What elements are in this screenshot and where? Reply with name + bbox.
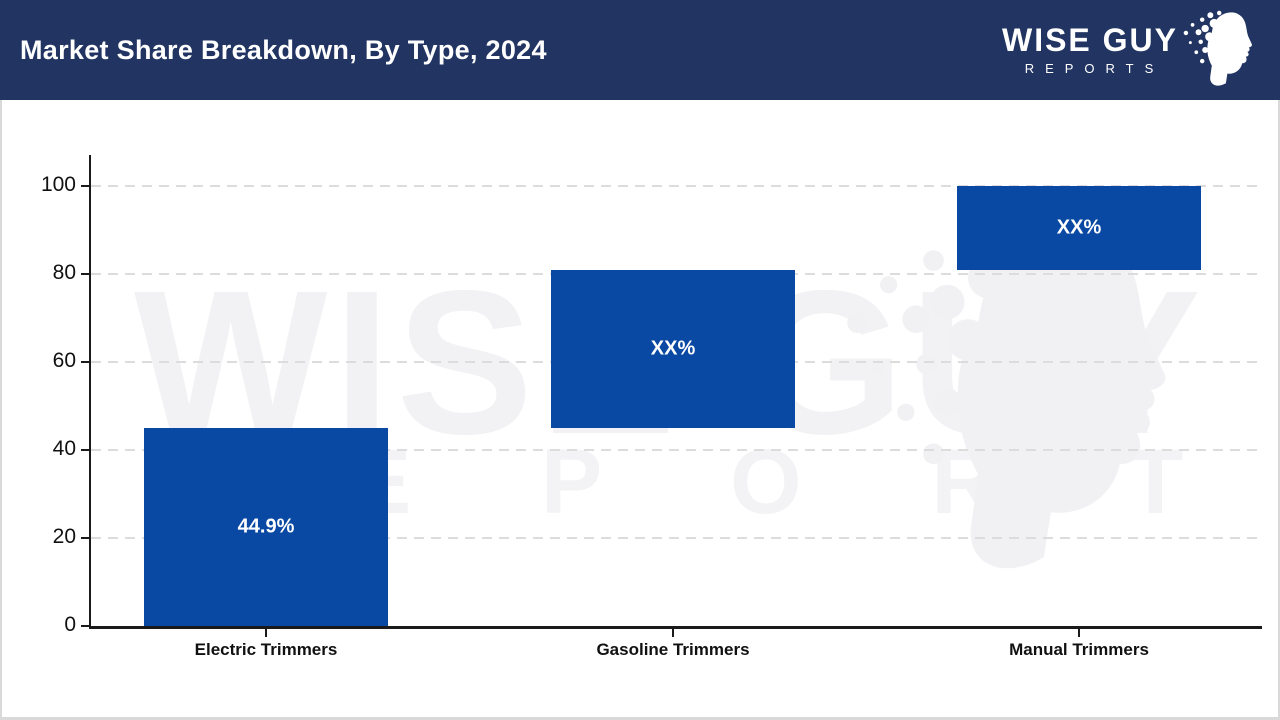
bar-segment	[957, 186, 1201, 271]
brand-subtitle: REPORTS	[1024, 61, 1165, 76]
bar-segment	[551, 270, 795, 429]
brand-logo: WISE GUY REPORTS	[1002, 9, 1254, 91]
bar-value-label: XX%	[650, 337, 696, 360]
y-tick-label-80: 80	[52, 261, 76, 285]
y-axis-line	[89, 155, 91, 629]
y-tick-20	[81, 537, 89, 539]
y-tick-label-0: 0	[64, 613, 76, 637]
header-bar: Market Share Breakdown, By Type, 2024 WI…	[0, 0, 1280, 100]
y-tick-100	[81, 185, 89, 187]
y-tick-80	[81, 273, 89, 275]
bar-value-label: 44.9%	[237, 515, 295, 538]
y-tick-0	[81, 625, 89, 627]
gridline-100	[91, 185, 1260, 187]
category-label: Electric Trimmers	[194, 640, 338, 659]
y-tick-label-40: 40	[52, 437, 76, 461]
bar-segment	[144, 428, 388, 626]
brand-name: WISE GUY	[1001, 22, 1178, 58]
x-tick-2	[1078, 629, 1080, 637]
category-label: Gasoline Trimmers	[596, 640, 750, 659]
bar-value-label: XX%	[1056, 216, 1102, 239]
y-tick-label-20: 20	[52, 525, 76, 549]
chart-area: WISE GUY R E P O R T S 02040608010044.9%…	[0, 100, 1280, 720]
y-tick-60	[81, 361, 89, 363]
y-tick-label-60: 60	[52, 349, 76, 373]
x-tick-0	[265, 629, 267, 637]
gridline-40	[91, 449, 1260, 451]
y-tick-label-100: 100	[40, 173, 76, 197]
gridline-20	[91, 537, 1260, 539]
y-tick-40	[81, 449, 89, 451]
x-tick-1	[672, 629, 674, 637]
category-label: Manual Trimmers	[1009, 640, 1149, 659]
x-axis-line	[89, 626, 1262, 629]
page-title: Market Share Breakdown, By Type, 2024	[20, 34, 547, 65]
brand-face-icon	[1183, 10, 1252, 86]
brand-logo-text: WISE GUY REPORTS	[1002, 24, 1178, 76]
